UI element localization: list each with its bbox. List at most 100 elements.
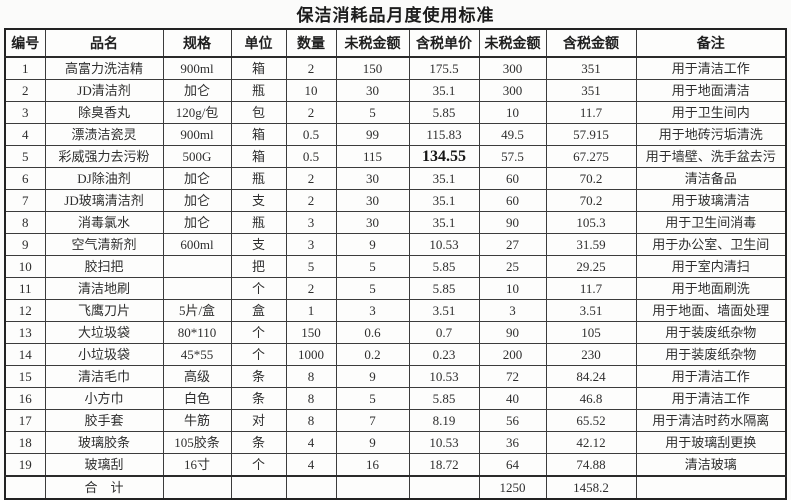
table-row: 6 DJ除油剂 加仑瓶 2 30 35.1 60 70.2 清洁备品: [4, 167, 787, 190]
table-cell: 67.275: [545, 145, 637, 168]
table-cell: 清洁毛巾: [44, 365, 164, 388]
table-cell: 0.6: [335, 321, 410, 344]
table-cell: 大垃圾袋: [44, 321, 164, 344]
total-cell: [162, 475, 232, 500]
table-cell: 40: [478, 387, 547, 410]
table-cell: 49.5: [478, 123, 547, 146]
table-cell: 4: [4, 123, 46, 146]
table-cell: 9: [335, 365, 410, 388]
table-cell: 胶手套: [44, 409, 164, 432]
table-cell: 29.25: [545, 255, 637, 278]
table-cell: 瓶: [230, 79, 287, 102]
table-row: 13 大垃圾袋 80*110 个 150 0.6 0.7 90 105 用于装废纸杂物: [4, 321, 787, 344]
total-cell: [4, 475, 46, 500]
table-cell: 500G: [162, 145, 232, 168]
column-header: 编号: [4, 28, 46, 58]
table-cell: 5片/盒: [162, 299, 232, 322]
table-row: 17 胶手套 牛筋对 8 7 8.19 56 65.52 用于清洁时药水隔离: [4, 409, 787, 432]
table-cell: 46.8: [545, 387, 637, 410]
table-cell: 5.85: [408, 255, 480, 278]
table-cell: 105: [545, 321, 637, 344]
table-cell: 5: [285, 255, 337, 278]
table-cell: 3: [4, 101, 46, 124]
total-cell: [335, 475, 410, 500]
table-cell: 18: [4, 431, 46, 454]
table-cell: JD清洁剂: [44, 79, 164, 102]
table-cell: 白色: [162, 387, 232, 410]
table-cell: 56: [478, 409, 547, 432]
table-row: 11 清洁地刷 个 2 5 5.85 10 11.7 用于地面刷洗: [4, 277, 787, 300]
table-cell: 84.24: [545, 365, 637, 388]
column-header: 品名: [44, 28, 164, 58]
table-cell: 消毒氯水: [44, 211, 164, 234]
table-cell: 加仑: [162, 79, 232, 102]
table-cell: 高级: [162, 365, 232, 388]
column-header: 备注: [635, 28, 787, 58]
table-cell: 5: [335, 101, 410, 124]
table-row: 12 飞鹰刀片 5片/盒盒 1 3 3.51 3 3.51 用于地面、墙面处理: [4, 299, 787, 322]
table-cell: 条: [230, 365, 287, 388]
table-cell: 用于办公室、卫生间: [635, 233, 787, 256]
table-cell: 8: [285, 387, 337, 410]
table-cell: 3: [478, 299, 547, 322]
table-cell: 10.53: [408, 233, 480, 256]
table-cell: 3.51: [545, 299, 637, 322]
consumables-table: 编号 品名 规格 单位 数量 未税金额 含税单价 未税金额 含税金额 备注 1 高富力洗洁精 900m…: [4, 28, 787, 500]
table-cell: 12: [4, 299, 46, 322]
table-cell: 2: [4, 79, 46, 102]
table-cell: 5: [335, 277, 410, 300]
column-header: 单位: [230, 28, 287, 58]
table-cell: 个: [230, 343, 287, 366]
table-cell: 彩威强力去污粉: [44, 145, 164, 168]
table-cell: 36: [478, 431, 547, 454]
table-cell: 42.12: [545, 431, 637, 454]
table-cell: 玻璃胶条: [44, 431, 164, 454]
table-cell: 150: [285, 321, 337, 344]
table-cell: 15: [4, 365, 46, 388]
table-cell: 17: [4, 409, 46, 432]
table-cell: 箱: [230, 145, 287, 168]
table-row: 15 清洁毛巾 高级条 8 9 10.53 72 84.24 用于清洁工作: [4, 365, 787, 388]
table-cell: 加仑: [162, 211, 232, 234]
table-cell: 5.85: [408, 101, 480, 124]
total-cell: 1458.2: [545, 475, 637, 500]
table-cell: 10: [478, 277, 547, 300]
table-cell: 10: [4, 255, 46, 278]
table-cell: 用于清洁工作: [635, 387, 787, 410]
table-cell: 25: [478, 255, 547, 278]
table-cell: 19: [4, 453, 46, 477]
table-cell: 7: [335, 409, 410, 432]
table-cell: 瓶: [230, 167, 287, 190]
table-cell: 用于卫生间消毒: [635, 211, 787, 234]
table-cell: 57.5: [478, 145, 547, 168]
table-cell: 用于地面、墙面处理: [635, 299, 787, 322]
table-cell: 65.52: [545, 409, 637, 432]
table-cell: 0.23: [408, 343, 480, 366]
table-cell: 用于玻璃刮更换: [635, 431, 787, 454]
table-cell: 胶扫把: [44, 255, 164, 278]
table-cell: 16: [4, 387, 46, 410]
table-cell: 9: [335, 233, 410, 256]
table-body: 1 高富力洗洁精 900ml 箱 2 150 175.5 300 351 用于清洁工作 2 JD清洁剂…: [4, 56, 787, 500]
table-row: 8 消毒氯水 加仑瓶 3 30 35.1 90 105.3 用于卫生间消毒: [4, 211, 787, 234]
table-cell: 个: [230, 453, 287, 477]
table-cell: 用于卫生间内: [635, 101, 787, 124]
table-cell: 35.1: [408, 79, 480, 102]
table-cell: 箱: [230, 56, 287, 80]
table-cell: 高富力洗洁精: [44, 56, 164, 80]
table-cell: 加仑: [162, 167, 232, 190]
table-cell: 8: [285, 365, 337, 388]
table-cell: 瓶: [230, 211, 287, 234]
table-cell: 4: [285, 453, 337, 477]
table-cell: 用于玻璃清洁: [635, 189, 787, 212]
table-cell: 支: [230, 233, 287, 256]
table-cell: 74.88: [545, 453, 637, 477]
table-cell: 用于装废纸杂物: [635, 321, 787, 344]
table-cell: 27: [478, 233, 547, 256]
table-row: 14 小垃圾袋 45*55 个 1000 0.2 0.23 200 230 用于装废纸杂物: [4, 343, 787, 366]
table-cell: 600ml: [162, 233, 232, 256]
table-cell: 72: [478, 365, 547, 388]
table-cell: 7: [4, 189, 46, 212]
header-row: 编号 品名 规格 单位 数量 未税金额 含税单价 未税金额 含税金额 备注: [4, 28, 787, 58]
